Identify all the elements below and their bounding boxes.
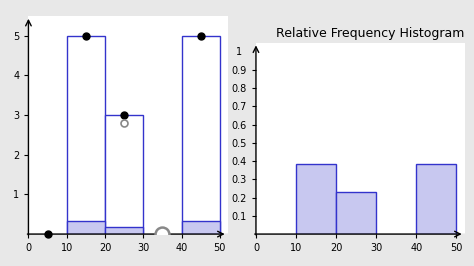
Bar [182,36,220,234]
Bar [296,164,336,234]
Text: 1: 1 [236,47,242,57]
Text: Relative Frequency Histogram: Relative Frequency Histogram [276,27,465,40]
Bar [336,192,376,234]
Bar [67,221,105,234]
Bar [105,227,143,234]
Bar [416,164,456,234]
Bar [105,115,143,234]
Bar [67,36,105,234]
Bar [182,221,220,234]
